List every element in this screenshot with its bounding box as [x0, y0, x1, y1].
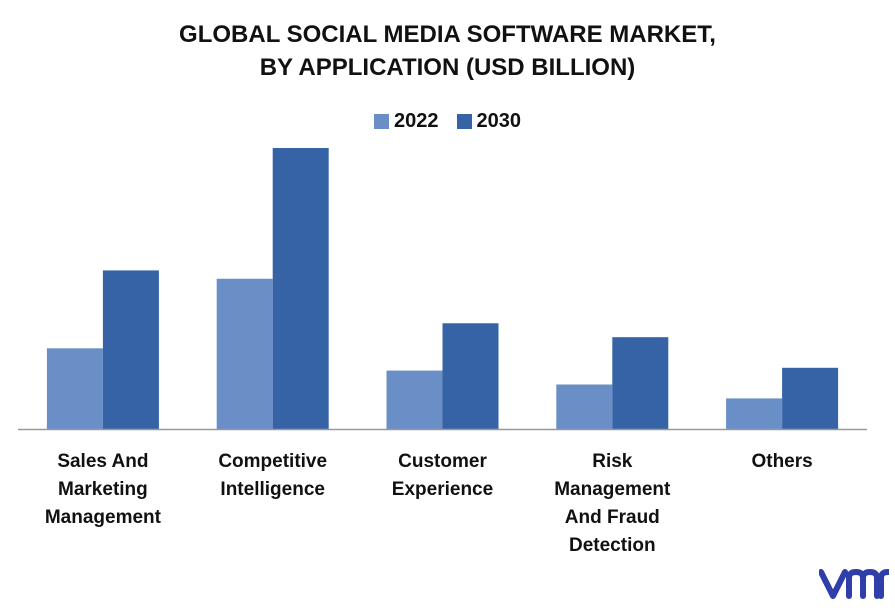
legend-label-2030: 2030 — [476, 110, 522, 132]
bar-2022-2 — [386, 370, 443, 429]
vmr-logo-icon — [819, 569, 889, 599]
bar-2022-3 — [556, 384, 613, 429]
bar-2030-1 — [272, 148, 329, 429]
legend-swatch-2022 — [374, 114, 389, 129]
bar-2030-3 — [612, 337, 669, 429]
x-tick-label-4: Others — [751, 451, 812, 472]
chart-title-line-2: BY APPLICATION (USD BILLION) — [259, 54, 636, 81]
bar-2022-4 — [726, 398, 783, 429]
legend-swatch-2030 — [456, 114, 472, 129]
bar-2022-0 — [46, 348, 103, 429]
legend-label-2022: 2022 — [394, 110, 439, 132]
bar-2030-4 — [782, 367, 839, 429]
bar-2030-2 — [442, 323, 499, 429]
legend-item-2030: 2030 — [456, 110, 522, 133]
chart-legend: 2022 2030 — [0, 110, 895, 133]
x-tick-label-2: Customer Experience — [392, 451, 493, 500]
bar-2022-1 — [216, 278, 273, 429]
x-tick-label-1: Competitive Intelligence — [218, 451, 327, 500]
chart-title: GLOBAL SOCIAL MEDIA SOFTWARE MARKET, BY … — [0, 18, 895, 84]
x-tick-label-3: Risk Management And Fraud Detection — [554, 451, 671, 556]
bar-2030-0 — [102, 270, 159, 429]
legend-item-2022: 2022 — [374, 110, 439, 133]
chart-title-line-1: GLOBAL SOCIAL MEDIA SOFTWARE MARKET, — [179, 21, 716, 48]
x-tick-label-0: Sales And Marketing Management — [45, 451, 162, 528]
